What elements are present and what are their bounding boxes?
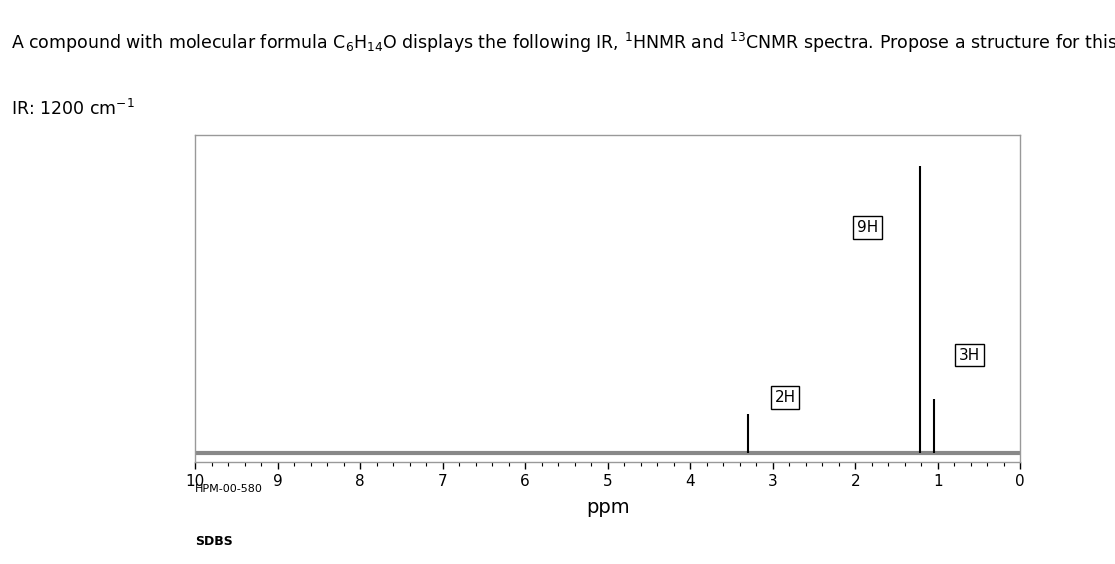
Text: 2H: 2H [775,390,796,405]
Text: SDBS: SDBS [195,535,233,548]
Text: HPM-00-580: HPM-00-580 [195,484,263,494]
Text: A compound with molecular formula C$_6$H$_{14}$O displays the following IR, $^1$: A compound with molecular formula C$_6$H… [11,31,1115,55]
Text: 3H: 3H [959,347,980,363]
X-axis label: ppm: ppm [585,497,630,517]
Text: 9H: 9H [857,221,879,235]
Text: IR: 1200 cm$^{-1}$: IR: 1200 cm$^{-1}$ [11,99,135,120]
